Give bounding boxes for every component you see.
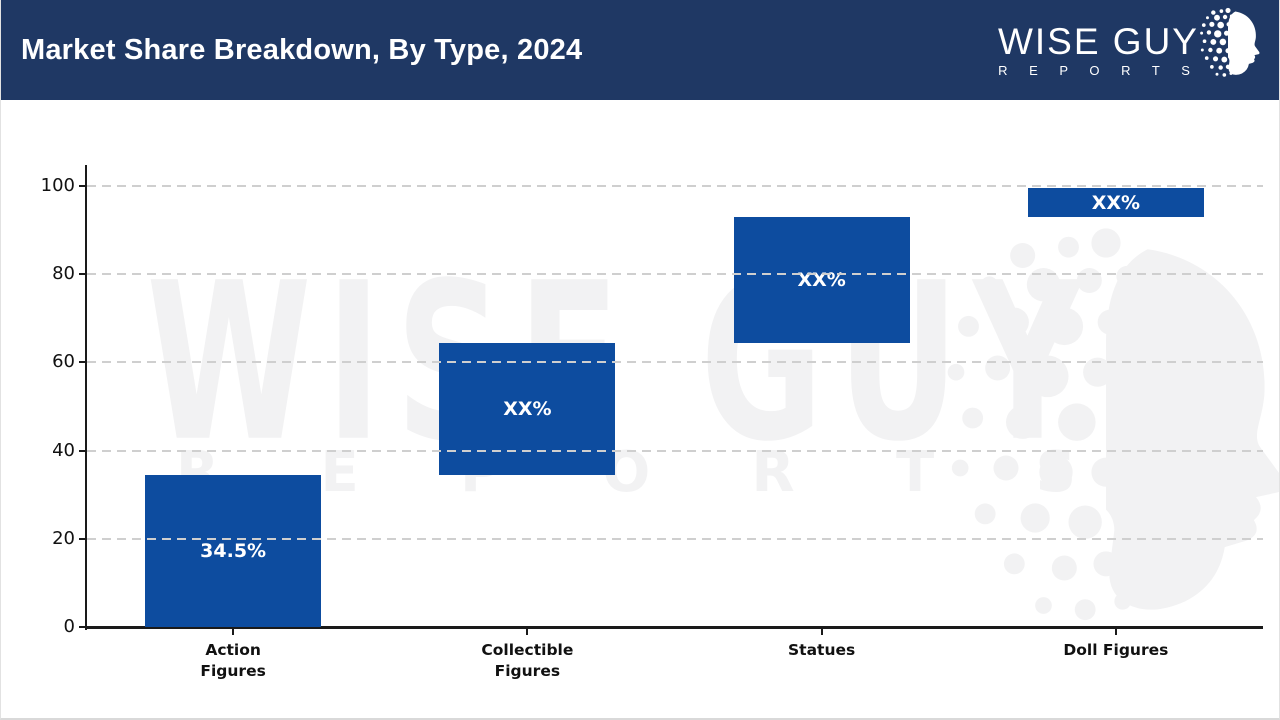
bar-statues: XX% xyxy=(733,216,910,343)
wise-guy-face-icon xyxy=(1185,6,1271,94)
x-category-label: Doll Figures xyxy=(1063,641,1169,659)
x-tick-mark xyxy=(526,629,529,635)
bar-action-figures: 34.5% xyxy=(145,474,322,627)
x-category-label: Collectible Figures xyxy=(481,641,574,680)
y-tick-label: 100 xyxy=(40,175,75,196)
bar-value-label: 34.5% xyxy=(200,539,267,562)
logo-text: WISE GUY R E P O R T S xyxy=(997,20,1199,79)
page-title: Market Share Breakdown, By Type, 2024 xyxy=(21,33,583,66)
watermark-letter: T xyxy=(896,440,935,505)
logo-subtitle: R E P O R T S xyxy=(998,63,1199,79)
y-axis-line xyxy=(85,165,87,630)
bar-doll-figures: XX% xyxy=(1027,188,1204,217)
y-tick-mark xyxy=(79,537,85,540)
gridline-80 xyxy=(87,273,1263,276)
chart-plot-area: 0 20 40 60 80 100 34.5% Action Figures XX% Collec… xyxy=(1,100,1279,718)
gridline-100 xyxy=(87,185,1263,187)
y-tick-mark xyxy=(79,185,85,187)
x-tick-mark xyxy=(1114,629,1117,635)
x-category-label: Statues xyxy=(788,641,856,659)
y-tick-label: 60 xyxy=(52,351,75,373)
y-tick-mark xyxy=(79,361,85,364)
x-category-label: Action Figures xyxy=(200,641,266,680)
y-tick-label: 40 xyxy=(52,439,75,461)
x-axis-line xyxy=(85,626,1263,629)
bar-value-label: XX% xyxy=(797,268,846,291)
y-tick-mark xyxy=(79,273,85,276)
x-tick-mark xyxy=(232,629,235,635)
watermark-letter: R xyxy=(751,440,795,505)
watermark-letter: E xyxy=(320,440,359,505)
gridline-40 xyxy=(87,449,1263,452)
gridline-60 xyxy=(87,361,1263,364)
bar-collectible-figures: XX% xyxy=(439,342,616,475)
y-tick-label: 0 xyxy=(63,616,75,637)
header-bar: Market Share Breakdown, By Type, 2024 WI… xyxy=(1,0,1279,100)
bar-value-label: XX% xyxy=(503,397,552,420)
y-tick-mark xyxy=(79,626,85,628)
x-tick-mark xyxy=(820,629,823,635)
y-tick-label: 20 xyxy=(52,527,75,549)
y-tick-mark xyxy=(79,449,85,452)
gridline-20 xyxy=(87,537,1263,540)
logo-wordmark: WISE GUY xyxy=(997,20,1199,62)
bar-value-label: XX% xyxy=(1091,191,1141,214)
y-tick-label: 80 xyxy=(52,263,75,285)
wise-guy-logo: WISE GUY R E P O R T S xyxy=(998,6,1271,94)
